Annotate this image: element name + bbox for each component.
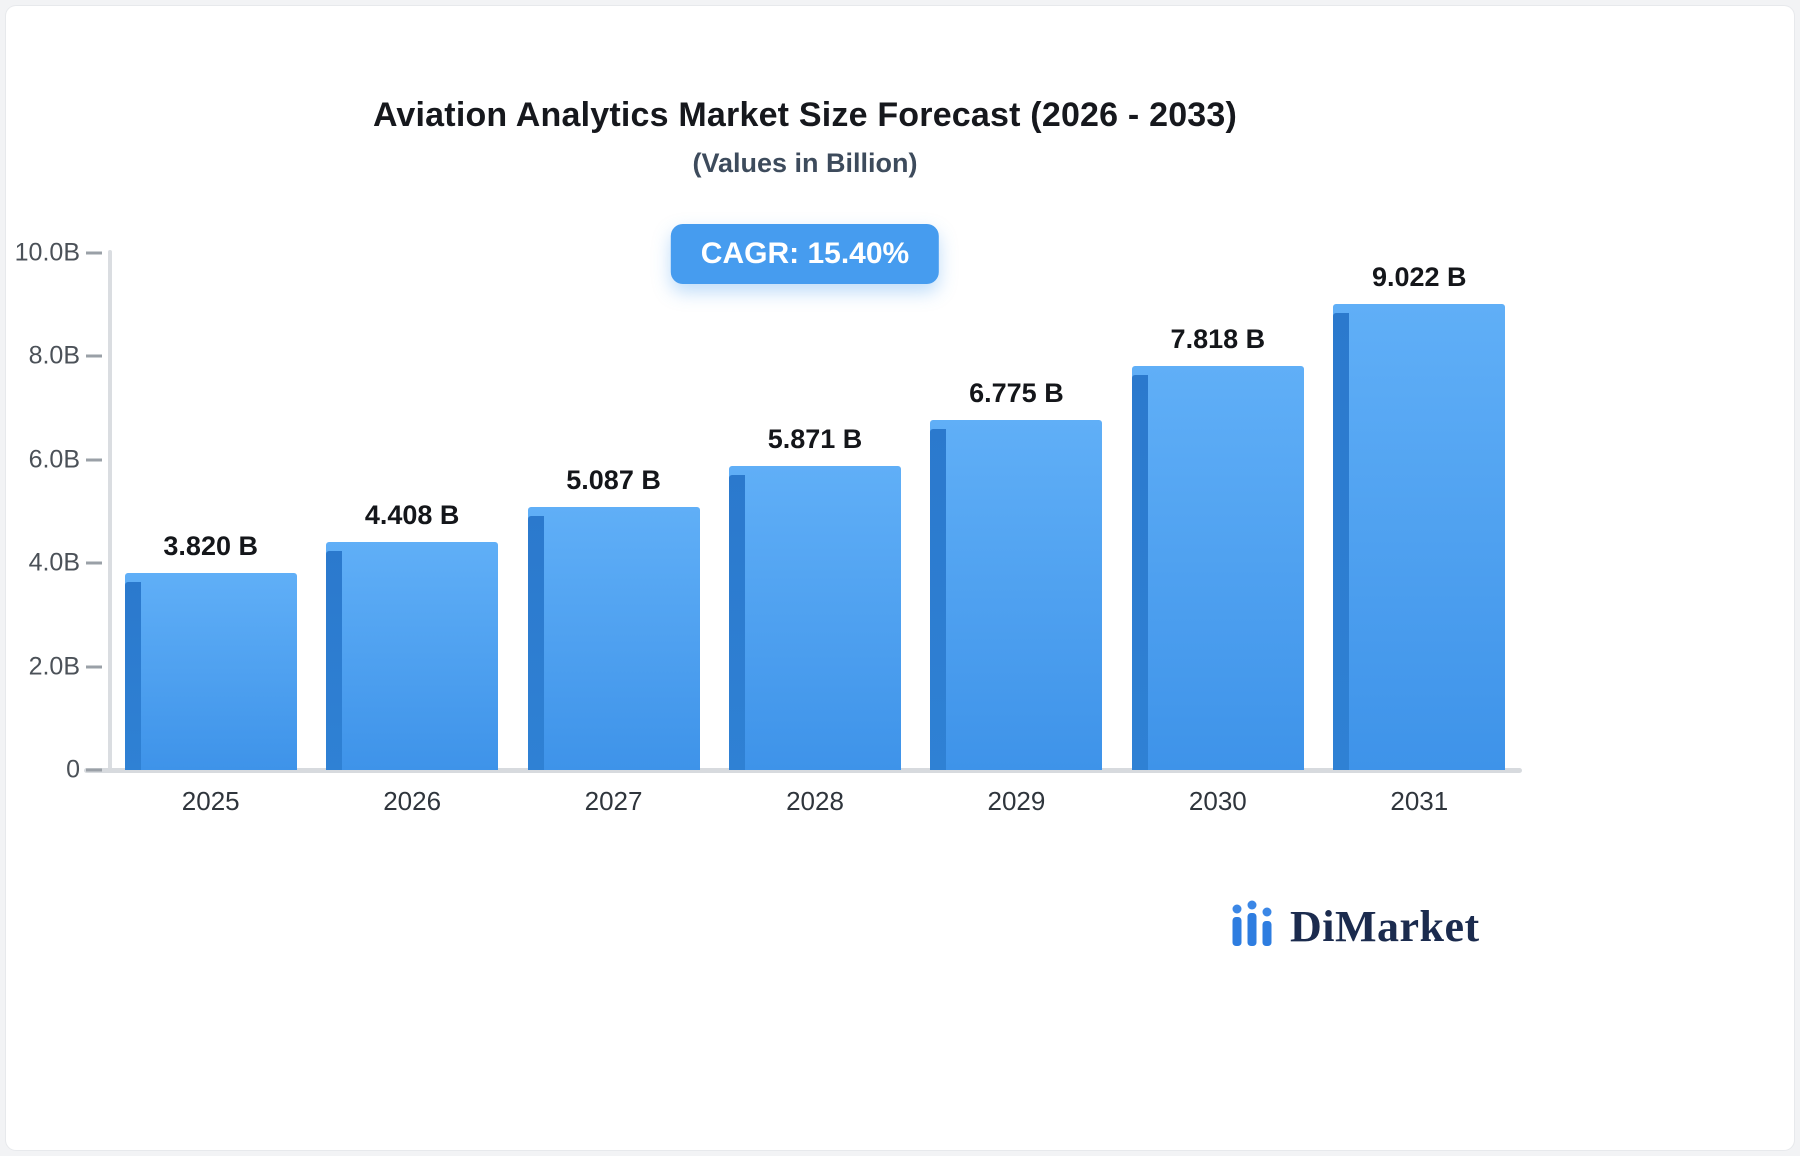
x-axis-label: 2029: [987, 786, 1046, 816]
bar-side-shade: [326, 551, 343, 770]
x-axis-label: 2025: [181, 786, 240, 816]
y-axis-line: [108, 250, 112, 772]
bar-side-shade: [930, 428, 947, 770]
bar-2028: [729, 466, 901, 770]
bar-2029: [930, 419, 1103, 770]
bar-side-shade: [1131, 374, 1148, 770]
bar-side-shade: [124, 581, 141, 770]
bar-2031: [1333, 303, 1506, 770]
chart-title: Aviation Analytics Market Size Forecast …: [372, 96, 1238, 134]
bar-side-shade: [1333, 312, 1350, 770]
value-label: 3.820 B: [163, 530, 258, 561]
value-label: 6.775 B: [969, 377, 1064, 408]
y-tick-label: 10.0B: [14, 238, 80, 267]
y-tick-mark: [86, 251, 102, 255]
x-axis-label: 2026: [383, 786, 442, 816]
y-tick-mark: [86, 458, 102, 462]
value-label: 4.408 B: [364, 500, 460, 531]
y-tick-label: 8.0B: [28, 341, 80, 370]
bar-chart-icon: [1228, 900, 1278, 953]
y-tick-label: 4.0B: [28, 548, 80, 577]
value-label: 5.871 B: [767, 424, 863, 455]
y-tick-mark: [86, 354, 102, 358]
y-tick-label: 6.0B: [28, 445, 80, 474]
bar-side-shade: [729, 475, 745, 770]
y-tick-label: 0: [66, 755, 80, 784]
bar-2025: [124, 572, 297, 770]
cagr-badge: CAGR: 15.40%: [670, 224, 940, 284]
x-axis-label: 2030: [1188, 786, 1247, 816]
y-tick-label: 2.0B: [28, 652, 80, 681]
y-tick-mark: [86, 665, 102, 669]
bar-2030: [1131, 365, 1304, 770]
logo: DiMarket: [1228, 900, 1480, 953]
x-axis-label: 2031: [1390, 786, 1449, 816]
logo-text: DiMarket: [1290, 902, 1480, 951]
bar-side-shade: [527, 516, 544, 770]
bar-2027: [527, 507, 700, 770]
value-label: 7.818 B: [1170, 323, 1266, 354]
value-label: 9.022 B: [1371, 261, 1467, 292]
y-tick-mark: [86, 768, 102, 772]
x-axis-line: [84, 768, 1522, 773]
x-axis-label: 2028: [786, 786, 844, 816]
x-axis-label: 2027: [584, 786, 643, 816]
y-tick-mark: [86, 561, 102, 565]
chart-subtitle: (Values in Billion): [692, 148, 918, 178]
value-label: 5.087 B: [566, 465, 661, 495]
bar-2026: [326, 542, 499, 770]
